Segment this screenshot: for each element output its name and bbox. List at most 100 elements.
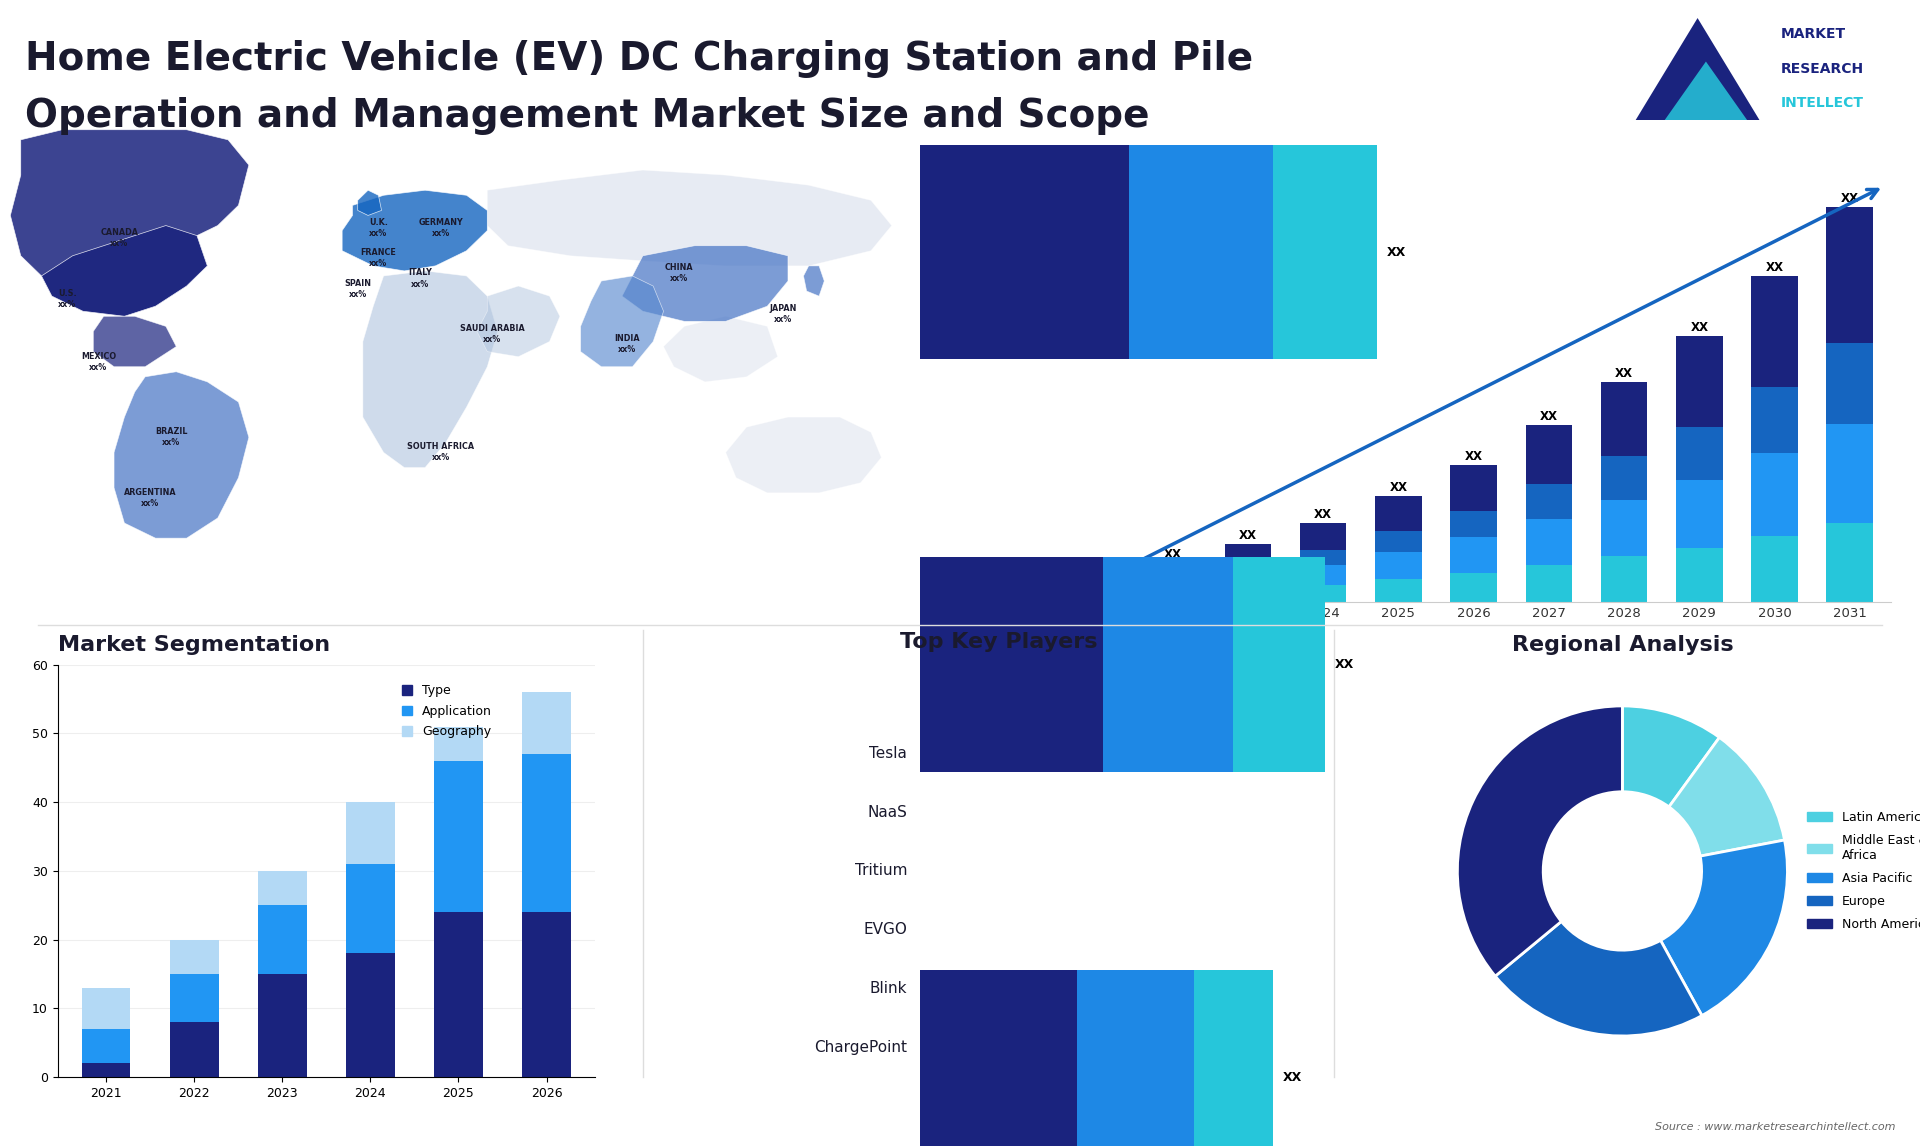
Bar <box>1526 519 1572 565</box>
Bar <box>522 754 570 912</box>
Bar <box>1526 565 1572 602</box>
Bar <box>1676 336 1722 426</box>
Text: CHINA
xx%: CHINA xx% <box>664 264 693 283</box>
Legend: Latin America, Middle East &
Africa, Asia Pacific, Europe, North America: Latin America, Middle East & Africa, Asi… <box>1803 806 1920 936</box>
Polygon shape <box>10 129 250 316</box>
Bar <box>1273 144 1377 360</box>
Bar <box>1751 276 1797 387</box>
Text: Source : www.marketresearchintellect.com: Source : www.marketresearchintellect.com <box>1655 1122 1895 1132</box>
Text: SPAIN
xx%: SPAIN xx% <box>344 278 371 299</box>
Polygon shape <box>1655 62 1757 133</box>
Title: Top Key Players: Top Key Players <box>900 631 1096 652</box>
Bar <box>1225 564 1271 574</box>
Text: XX: XX <box>1690 321 1709 333</box>
Text: INDIA
xx%: INDIA xx% <box>614 333 639 354</box>
Text: GERMANY
xx%: GERMANY xx% <box>419 218 463 238</box>
Text: XX: XX <box>1615 367 1634 380</box>
Text: XX: XX <box>1390 481 1407 494</box>
Text: Market Segmentation: Market Segmentation <box>58 635 330 654</box>
Bar <box>1526 425 1572 485</box>
Bar <box>1375 496 1421 532</box>
Bar <box>171 974 219 1022</box>
Legend: Type, Application, Geography: Type, Application, Geography <box>397 680 497 744</box>
Bar <box>920 970 1077 1146</box>
Bar <box>1300 550 1346 565</box>
Text: ChargePoint: ChargePoint <box>814 1041 906 1055</box>
Polygon shape <box>622 245 787 321</box>
Bar <box>1450 573 1498 602</box>
Bar <box>1300 586 1346 602</box>
Text: INTELLECT: INTELLECT <box>1782 96 1864 110</box>
Wedge shape <box>1668 738 1784 856</box>
Bar <box>1225 574 1271 589</box>
Text: XX: XX <box>1089 562 1106 575</box>
Polygon shape <box>804 266 824 296</box>
Bar <box>1073 586 1121 589</box>
Bar <box>920 144 1129 360</box>
Bar <box>1225 589 1271 602</box>
Text: Home Electric Vehicle (EV) DC Charging Station and Pile: Home Electric Vehicle (EV) DC Charging S… <box>25 40 1254 78</box>
Bar <box>1751 387 1797 453</box>
Bar <box>1150 563 1196 576</box>
Wedge shape <box>1661 840 1788 1015</box>
Text: XX: XX <box>1283 1070 1302 1084</box>
Bar <box>1129 144 1273 360</box>
Text: XX: XX <box>1164 548 1181 560</box>
Bar <box>1375 580 1421 602</box>
Polygon shape <box>476 286 561 356</box>
Bar <box>1073 596 1121 602</box>
Bar <box>83 988 131 1029</box>
Polygon shape <box>488 170 891 266</box>
Polygon shape <box>357 190 382 215</box>
Bar <box>434 912 482 1077</box>
Bar <box>1526 485 1572 519</box>
Bar <box>1601 556 1647 602</box>
Bar <box>1077 970 1194 1146</box>
Text: XX: XX <box>1334 658 1354 672</box>
Text: XX: XX <box>1540 410 1557 423</box>
Bar <box>171 1022 219 1077</box>
Text: SOUTH AFRICA
xx%: SOUTH AFRICA xx% <box>407 442 474 463</box>
Bar <box>434 761 482 912</box>
Text: XX: XX <box>1313 508 1332 521</box>
Polygon shape <box>342 190 488 270</box>
Text: XX: XX <box>1238 528 1258 542</box>
Text: MARKET: MARKET <box>1782 28 1847 41</box>
Bar <box>1601 382 1647 456</box>
Bar <box>1826 424 1874 524</box>
Bar <box>1751 453 1797 535</box>
Bar <box>1450 464 1498 511</box>
Text: NaaS: NaaS <box>868 804 906 819</box>
Polygon shape <box>580 276 664 367</box>
Text: BRAZIL
xx%: BRAZIL xx% <box>156 427 188 447</box>
Polygon shape <box>42 226 207 316</box>
Bar <box>1676 426 1722 480</box>
Bar <box>346 953 396 1077</box>
Bar <box>1073 576 1121 586</box>
Text: JAPAN
xx%: JAPAN xx% <box>770 304 797 324</box>
Bar <box>1150 594 1196 602</box>
Bar <box>1073 589 1121 596</box>
Bar <box>920 557 1102 772</box>
Bar <box>1826 207 1874 344</box>
Bar <box>1676 548 1722 602</box>
Polygon shape <box>726 417 881 493</box>
Bar <box>83 1029 131 1063</box>
Text: XX: XX <box>1465 449 1482 463</box>
Bar <box>1826 344 1874 424</box>
Bar <box>522 692 570 754</box>
Wedge shape <box>1496 921 1701 1036</box>
Text: Operation and Management Market Size and Scope: Operation and Management Market Size and… <box>25 97 1150 135</box>
Bar <box>1601 456 1647 500</box>
Text: U.S.
xx%: U.S. xx% <box>58 289 77 308</box>
Text: XX: XX <box>1386 245 1405 259</box>
Text: SAUDI ARABIA
xx%: SAUDI ARABIA xx% <box>461 324 524 344</box>
Polygon shape <box>1628 18 1766 133</box>
Bar <box>1300 565 1346 586</box>
Bar <box>257 905 307 974</box>
Bar <box>1450 537 1498 573</box>
Text: Blink: Blink <box>870 981 906 996</box>
Polygon shape <box>363 270 497 468</box>
Bar <box>1375 532 1421 552</box>
Text: Tesla: Tesla <box>870 746 906 761</box>
